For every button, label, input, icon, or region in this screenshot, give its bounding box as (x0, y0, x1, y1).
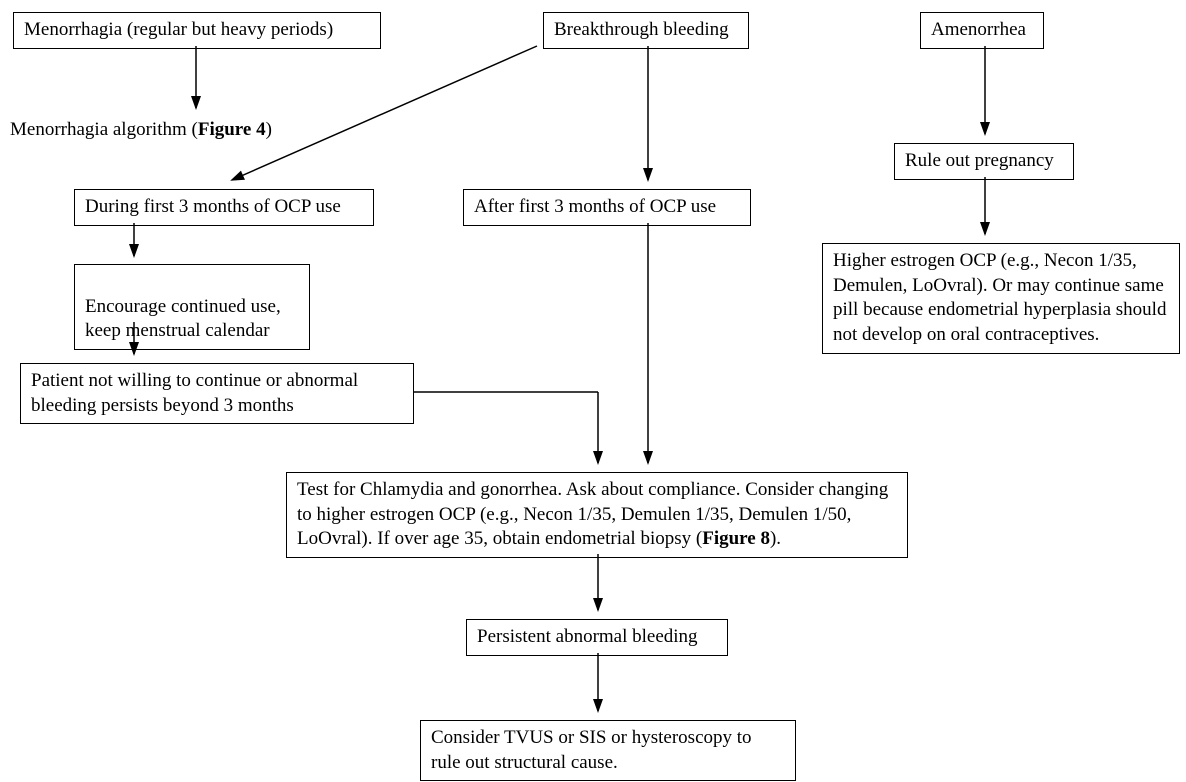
men-algo-bold: Figure 4 (198, 119, 266, 140)
test-chlamydia-pre: Test for Chlamydia and gonorrhea. Ask ab… (297, 479, 888, 549)
node-amenorrhea: Amenorrhea (920, 12, 1044, 49)
men-algo-pre: Menorrhagia algorithm ( (10, 119, 198, 140)
node-menorrhagia: Menorrhagia (regular but heavy periods) (13, 12, 381, 49)
node-amenorrhea-text: Amenorrhea (931, 19, 1026, 40)
node-rule-out-pregnancy-text: Rule out pregnancy (905, 150, 1054, 171)
node-encourage: Encourage continued use, keep menstrual … (74, 264, 310, 350)
node-rule-out-pregnancy: Rule out pregnancy (894, 143, 1074, 180)
node-not-willing-text: Patient not willing to continue or abnor… (31, 370, 358, 416)
text-men-algorithm: Menorrhagia algorithm (Figure 4) (10, 118, 272, 143)
node-persistent-text: Persistent abnormal bleeding (477, 626, 698, 647)
node-encourage-text: Encourage continued use, keep menstrual … (85, 296, 281, 342)
node-consider-tvus-text: Consider TVUS or SIS or hysteroscopy to … (431, 727, 752, 773)
node-test-chlamydia: Test for Chlamydia and gonorrhea. Ask ab… (286, 472, 908, 558)
men-algo-post: ) (266, 119, 272, 140)
node-higher-estrogen-amen: Higher estrogen OCP (e.g., Necon 1/35, D… (822, 243, 1180, 354)
node-higher-estrogen-amen-text: Higher estrogen OCP (e.g., Necon 1/35, D… (833, 250, 1166, 345)
node-breakthrough-text: Breakthrough bleeding (554, 19, 729, 40)
node-after-first3: After first 3 months of OCP use (463, 189, 751, 226)
test-chlamydia-post: ). (770, 528, 781, 549)
node-during-first3: During first 3 months of OCP use (74, 189, 374, 226)
node-persistent: Persistent abnormal bleeding (466, 619, 728, 656)
node-consider-tvus: Consider TVUS or SIS or hysteroscopy to … (420, 720, 796, 781)
node-after-first3-text: After first 3 months of OCP use (474, 196, 716, 217)
test-chlamydia-bold: Figure 8 (702, 528, 770, 549)
node-breakthrough: Breakthrough bleeding (543, 12, 749, 49)
node-during-first3-text: During first 3 months of OCP use (85, 196, 341, 217)
node-menorrhagia-text: Menorrhagia (regular but heavy periods) (24, 19, 333, 40)
node-not-willing: Patient not willing to continue or abnor… (20, 363, 414, 424)
